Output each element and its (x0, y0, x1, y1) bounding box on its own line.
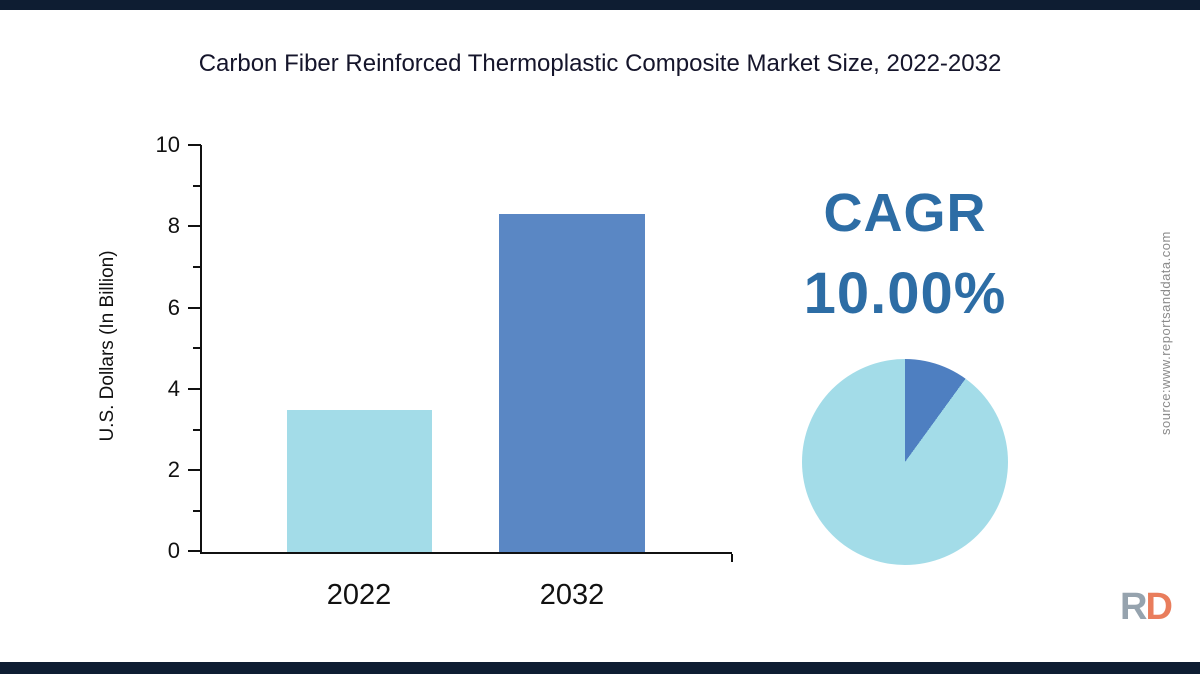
logo-letter-d: D (1145, 586, 1172, 628)
source-attribution: source:www.reportsanddata.com (1158, 231, 1173, 435)
y-tick-major (188, 225, 201, 227)
bar-2032 (499, 214, 645, 552)
logo-letter-r: R (1120, 586, 1147, 628)
y-axis-label: U.S. Dollars (In Billion) (97, 250, 118, 442)
y-tick-major (188, 388, 201, 390)
y-tick-label: 6 (167, 295, 180, 320)
cagr-pie (802, 359, 1008, 565)
y-tick-minor (193, 266, 201, 268)
y-tick-minor (193, 185, 201, 187)
y-tick-minor (193, 347, 201, 349)
y-tick-label: 10 (155, 132, 180, 157)
x-category-label-2032: 2032 (539, 579, 605, 611)
bottom-border (0, 662, 1200, 674)
x-category-label-2022: 2022 (326, 579, 392, 611)
y-tick-label: 0 (167, 538, 180, 563)
x-axis-end-tick (731, 554, 733, 562)
y-tick-minor (193, 429, 201, 431)
y-tick-minor (193, 510, 201, 512)
y-tick-major (188, 144, 201, 146)
bar-chart-plot-area: 0 2 4 6 8 10 2022 2032 (156, 132, 733, 611)
y-tick-major (188, 307, 201, 309)
reports-and-data-logo: RD (1120, 586, 1173, 628)
cagr-label: CAGR (823, 183, 987, 243)
bar-2022 (287, 410, 432, 552)
y-tick-label: 4 (167, 376, 180, 401)
chart-title: Carbon Fiber Reinforced Thermoplastic Co… (198, 50, 1002, 77)
top-border (0, 0, 1200, 10)
cagr-value: 10.00% (803, 261, 1007, 326)
y-tick-major (188, 550, 201, 552)
y-tick-major (188, 469, 201, 471)
y-tick-label: 8 (167, 213, 180, 238)
y-tick-label: 2 (167, 457, 180, 482)
